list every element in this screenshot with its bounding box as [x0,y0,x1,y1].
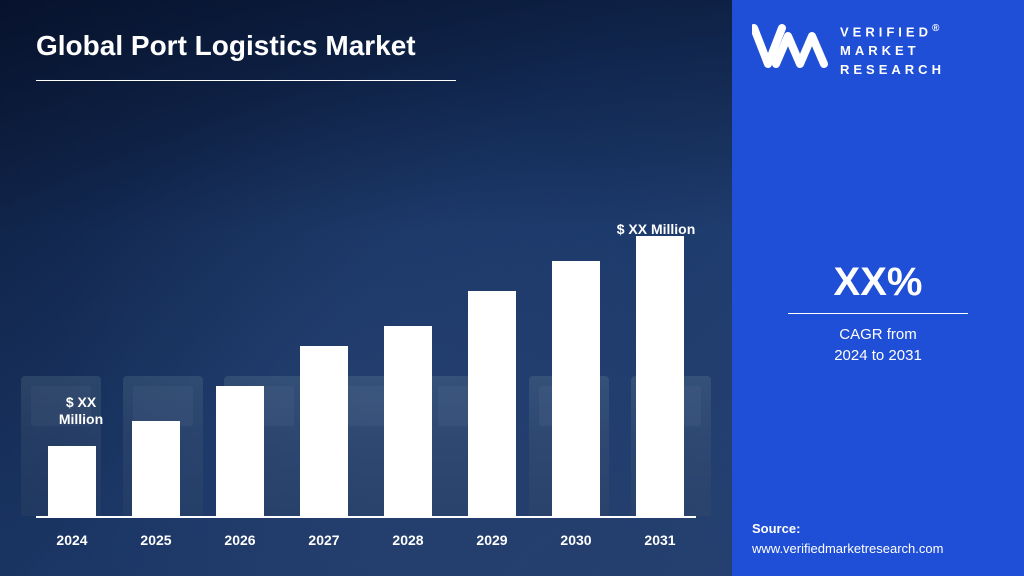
logo-line2: MARKET [840,43,920,58]
bar-col [214,386,266,516]
bar-label: 2025 [130,524,182,548]
bar-label: 2029 [466,524,518,548]
source-block: Source: www.verifiedmarketresearch.com [752,519,1004,558]
cagr-underline [788,313,968,314]
bar [132,421,180,516]
bar [216,386,264,516]
bar-col [298,346,350,516]
bar-col [550,261,602,516]
bar-col [46,446,98,516]
bar-col [382,326,434,516]
bar-label: 2028 [382,524,434,548]
cagr-value: XX% [752,260,1004,305]
cagr-label: CAGR from 2024 to 2031 [752,324,1004,366]
bars-row [36,236,696,518]
vmr-logo-icon [752,22,830,78]
bar [300,346,348,516]
bar-label: 2026 [214,524,266,548]
bar-label: 2027 [298,524,350,548]
bar [552,261,600,516]
logo-line3: RESEARCH [840,62,945,77]
cagr-block: XX% CAGR from 2024 to 2031 [752,260,1004,366]
cagr-label-line1: CAGR from [839,326,917,343]
bar-col [466,291,518,516]
right-panel: VERIFIED® MARKET RESEARCH XX% CAGR from … [732,0,1024,576]
bar-label: 2024 [46,524,98,548]
source-label: Source: [752,519,1004,539]
bar-col [634,236,686,516]
source-url: www.verifiedmarketresearch.com [752,539,1004,559]
page-title: Global Port Logistics Market [36,30,696,62]
bar-labels-row: 2024 2025 2026 2027 2028 2029 2030 2031 [36,524,696,548]
logo-text: VERIFIED® MARKET RESEARCH [840,22,1004,80]
bar [384,326,432,516]
first-bar-callout: $ XX Million [46,394,116,428]
left-panel: Global Port Logistics Market $ XX Millio… [0,0,732,576]
registered-icon: ® [932,23,939,34]
bar-chart: $ XX Million $ XX Million 20242025202620… [36,128,696,548]
bar-label: 2030 [550,524,602,548]
bar-label: 2031 [634,524,686,548]
bar [636,236,684,516]
title-underline [36,80,456,81]
bar-col [130,421,182,516]
cagr-label-line2: 2024 to 2031 [834,347,922,364]
bar [468,291,516,516]
logo: VERIFIED® MARKET RESEARCH [752,22,1004,80]
last-bar-callout: $ XX Million [616,221,696,238]
bar [48,446,96,516]
logo-line1: VERIFIED [840,24,932,39]
